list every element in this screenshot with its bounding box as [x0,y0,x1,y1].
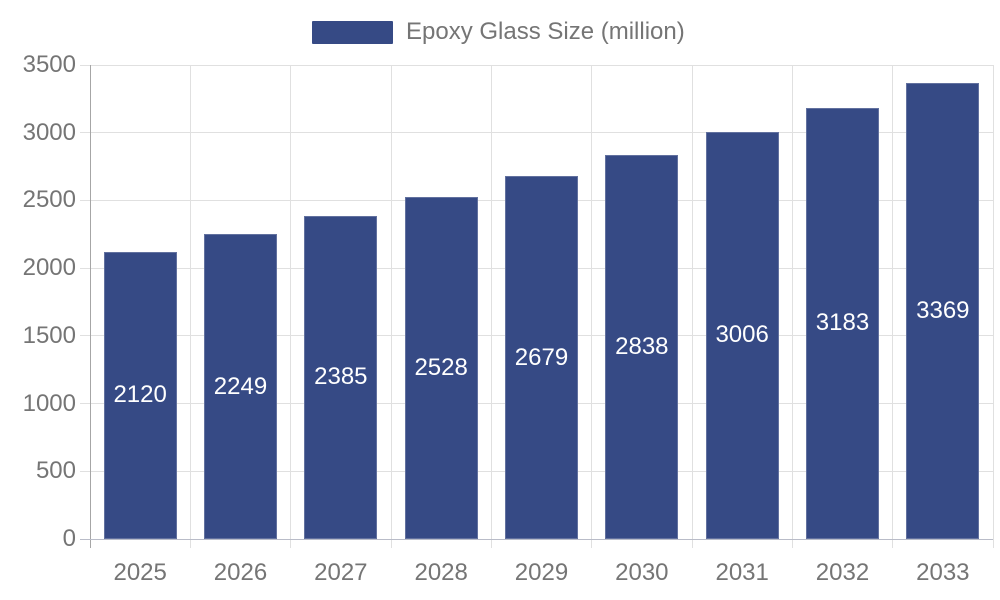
x-axis-tick [892,539,894,548]
gridline-vertical [791,65,793,539]
gridline-vertical [490,65,492,539]
y-axis-tick [80,335,90,337]
x-tick-label: 2030 [615,559,669,586]
x-tick-label: 2033 [916,559,970,586]
plot-area: 0 500 1000 1500 2000 2500 3000 3500 2120 2249 2385… [23,53,994,586]
x-tick-label: 2032 [815,559,870,586]
x-tick-label: 2026 [213,559,268,586]
y-axis-tick [80,403,90,405]
gridline-vertical [290,65,292,539]
y-axis-tick [80,64,90,66]
x-tick-label: 2025 [113,559,167,586]
y-tick-label: 1500 [22,321,76,349]
y-axis-tick [80,470,90,472]
x-tick-label: 2028 [414,559,468,586]
x-axis-tick [791,539,793,548]
gridline-vertical [892,65,894,539]
x-axis-tick [290,539,292,548]
x-axis-tick [390,539,392,548]
bar-value-label: 2528 [414,353,468,381]
bar[interactable]: 3183 [806,107,879,539]
bar[interactable]: 2249 [204,234,277,539]
y-axis-tick [80,538,90,540]
bar[interactable]: 2120 [103,251,177,539]
x-axis-tick [490,539,492,548]
y-axis-tick [80,132,90,134]
legend-swatch [312,20,393,44]
gridline-vertical [691,65,693,539]
bar-value-label: 3183 [815,309,870,337]
bar[interactable]: 2679 [505,176,578,539]
y-tick-label: 2500 [22,186,76,214]
gridline-vertical [992,65,994,539]
y-tick-label: 2000 [22,254,76,282]
y-tick-label: 500 [35,457,76,485]
y-tick-label: 0 [62,525,76,552]
y-tick-label: 3000 [22,118,76,146]
y-tick-label: 1000 [22,389,76,417]
y-axis-tick [80,267,90,269]
bar-value-label: 2249 [213,372,268,400]
x-axis-tick [89,539,91,548]
bar[interactable]: 3369 [906,82,980,539]
y-axis-tick [80,199,90,201]
x-tick-label: 2027 [314,559,368,586]
x-axis-tick [992,539,994,548]
gridline-vertical [390,65,392,539]
bar[interactable]: 2385 [304,216,378,539]
bar[interactable]: 2528 [404,196,478,539]
bar-value-label: 2120 [113,381,167,409]
gridline-horizontal [90,132,993,134]
gridline-horizontal [90,64,993,66]
y-tick-label: 3500 [22,51,76,78]
bar-value-label: 2679 [514,343,569,371]
x-axis-tick [691,539,693,548]
legend-label: Epoxy Glass Size (million) [406,18,685,45]
x-axis-line [90,538,993,540]
bar-value-label: 3006 [715,321,769,349]
x-axis-tick [189,539,191,548]
legend-item[interactable]: Epoxy Glass Size (million) [312,18,685,46]
gridline-vertical [189,65,191,539]
x-axis-tick [591,539,593,548]
bar[interactable]: 2838 [605,154,679,539]
x-tick-label: 2031 [715,559,769,586]
bar-value-label: 2385 [314,363,368,391]
bar-value-label: 2838 [615,332,669,360]
bar[interactable]: 3006 [705,131,779,539]
gridline-vertical [591,65,593,539]
y-axis-line [89,65,91,539]
x-tick-label: 2029 [514,559,569,586]
bar-value-label: 3369 [916,296,970,324]
